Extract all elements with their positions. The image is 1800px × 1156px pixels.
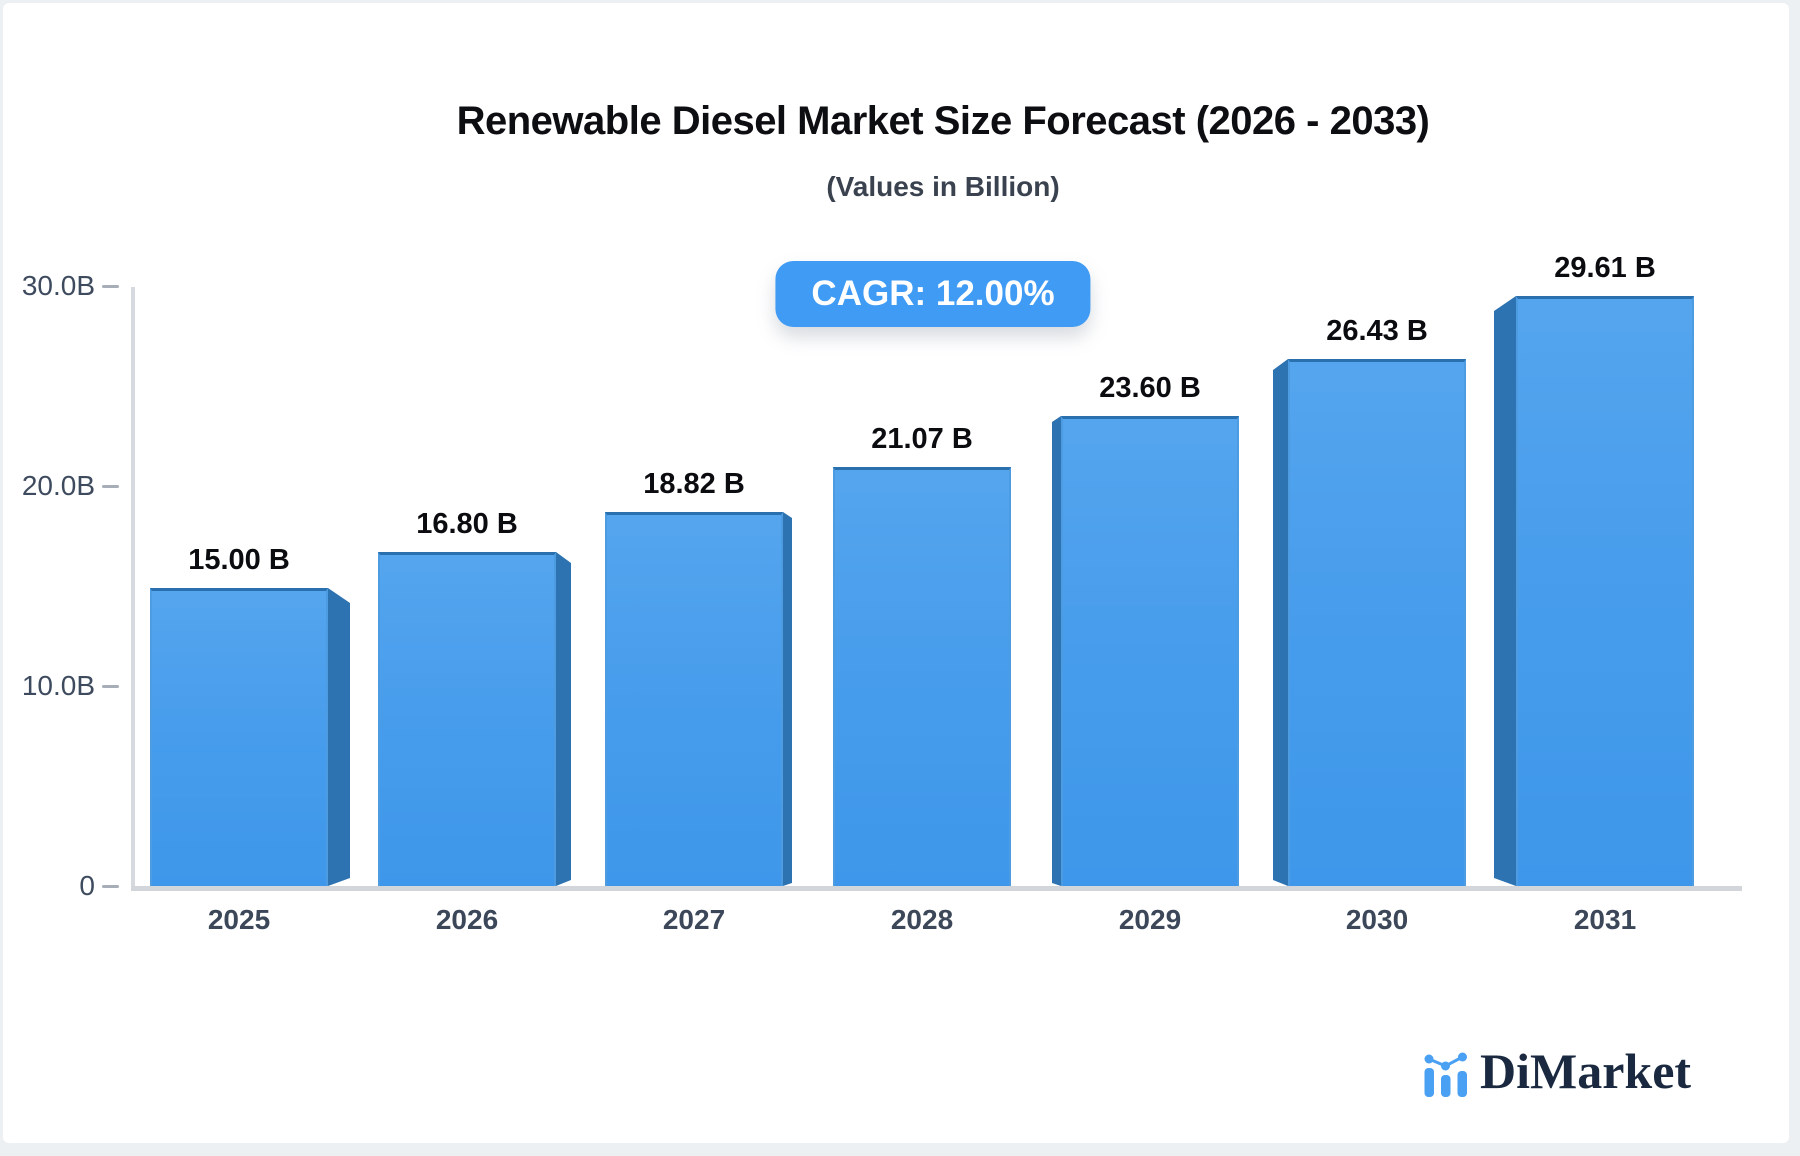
bar-face [833, 467, 1011, 886]
x-tick-label: 2027 [662, 904, 726, 935]
y-tick-label: 10.0B [21, 670, 95, 701]
chart-subtitle: (Values in Billion) [826, 171, 1060, 202]
y-tick-mark [102, 485, 119, 488]
chart-title: Renewable Diesel Market Size Forecast (2… [456, 99, 1430, 143]
y-tick-label: 0 [79, 870, 95, 901]
x-tick-label: 2031 [1573, 904, 1637, 935]
bar-2029 [1052, 416, 1239, 886]
x-tick-label: 2025 [207, 904, 271, 935]
bar-side-3d [783, 512, 792, 886]
bar-face [150, 588, 328, 886]
bar-value-label: 26.43 B [1326, 315, 1428, 347]
bar-side-3d [328, 588, 350, 886]
bar-2030 [1273, 359, 1466, 886]
bar-value-label: 23.60 B [1099, 372, 1201, 404]
bar-face [1288, 359, 1466, 886]
bar-2031 [1494, 296, 1694, 886]
x-tick-label: 2030 [1345, 904, 1409, 935]
bar-side-3d [1273, 359, 1288, 886]
bar-value-label: 29.61 B [1554, 252, 1656, 284]
bar-2027 [605, 512, 792, 886]
bar-side-3d [556, 552, 571, 886]
chart-card: Renewable Diesel Market Size Forecast (2… [3, 3, 1789, 1143]
y-tick-mark [102, 885, 119, 888]
y-tick-mark [102, 285, 119, 288]
bar-value-label: 18.82 B [643, 468, 745, 500]
cagr-badge-label: CAGR: 12.00% [811, 274, 1055, 313]
cagr-badge: CAGR: 12.00% [775, 261, 1091, 327]
bar-chart-logo-icon [1424, 1052, 1467, 1097]
y-axis-line [131, 287, 135, 890]
bar-2025 [150, 588, 350, 886]
bar-2028 [833, 467, 1011, 886]
bar-value-label: 16.80 B [416, 508, 518, 540]
bar-2026 [378, 552, 571, 886]
y-tick-label: 20.0B [21, 470, 95, 501]
y-tick-mark [102, 685, 119, 688]
bar-side-3d [1494, 296, 1516, 886]
bar-side-3d [1052, 416, 1061, 886]
y-tick-label: 30.0B [21, 270, 95, 301]
x-axis-line [131, 886, 1742, 891]
brand-logo: DiMarket [1424, 1045, 1691, 1099]
brand-name: DiMarket [1480, 1043, 1692, 1099]
x-tick-label: 2028 [890, 904, 954, 935]
bar-face [1061, 416, 1239, 886]
bar-face [605, 512, 783, 886]
x-tick-label: 2026 [435, 904, 499, 935]
bar-face [1516, 296, 1694, 886]
bar-value-label: 15.00 B [188, 544, 290, 576]
bar-value-label: 21.07 B [871, 423, 973, 455]
bar-face [378, 552, 556, 886]
x-tick-label: 2029 [1118, 904, 1182, 935]
